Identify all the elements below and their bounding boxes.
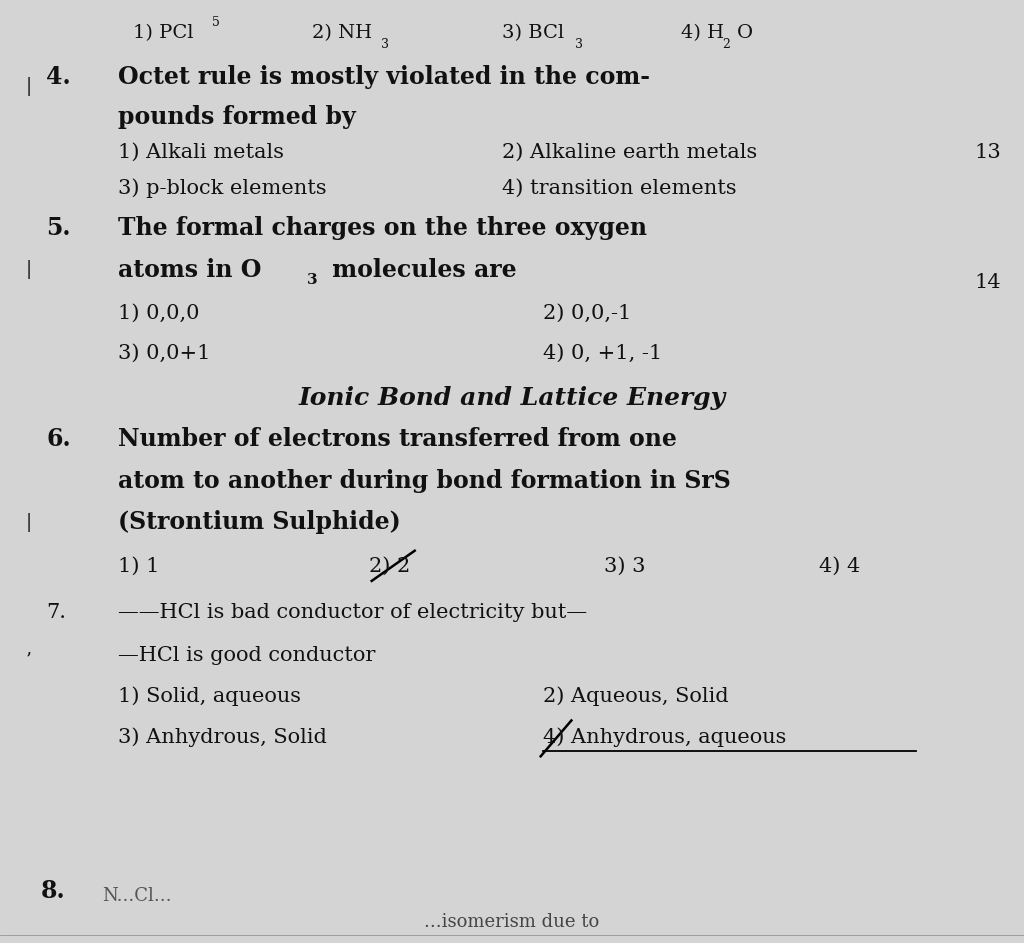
Text: Ionic Bond and Lattice Energy: Ionic Bond and Lattice Energy bbox=[298, 386, 726, 410]
Text: 1) Alkali metals: 1) Alkali metals bbox=[118, 143, 284, 162]
Text: molecules are: molecules are bbox=[324, 257, 516, 282]
Text: 4) 4: 4) 4 bbox=[819, 556, 860, 575]
Text: 3: 3 bbox=[307, 273, 317, 287]
Text: 3) Anhydrous, Solid: 3) Anhydrous, Solid bbox=[118, 728, 327, 747]
Text: 2) Alkaline earth metals: 2) Alkaline earth metals bbox=[502, 143, 757, 162]
Text: 3: 3 bbox=[575, 38, 584, 51]
Text: 4) 0, +1, -1: 4) 0, +1, -1 bbox=[543, 344, 662, 363]
Text: 2) NH: 2) NH bbox=[312, 24, 373, 42]
Text: ...isomerism due to: ...isomerism due to bbox=[424, 913, 600, 932]
Text: 4) H: 4) H bbox=[681, 24, 724, 42]
Text: 4) Anhydrous, aqueous: 4) Anhydrous, aqueous bbox=[543, 728, 786, 747]
Text: 13: 13 bbox=[975, 143, 1001, 162]
Text: atom to another during bond formation in SrS: atom to another during bond formation in… bbox=[118, 469, 730, 493]
Text: 8.: 8. bbox=[41, 879, 66, 903]
Text: (Strontium Sulphide): (Strontium Sulphide) bbox=[118, 510, 400, 535]
Text: 4) transition elements: 4) transition elements bbox=[502, 179, 736, 198]
Text: O: O bbox=[737, 24, 754, 42]
Text: ’: ’ bbox=[26, 651, 32, 670]
Text: 2) 0,0,-1: 2) 0,0,-1 bbox=[543, 304, 631, 323]
Text: 1) PCl: 1) PCl bbox=[133, 24, 194, 42]
Text: 3: 3 bbox=[381, 38, 389, 51]
Text: |: | bbox=[26, 513, 32, 532]
Text: 6.: 6. bbox=[46, 427, 71, 452]
Text: 1) Solid, aqueous: 1) Solid, aqueous bbox=[118, 687, 301, 705]
Text: pounds formed by: pounds formed by bbox=[118, 105, 355, 129]
Text: Octet rule is mostly violated in the com-: Octet rule is mostly violated in the com… bbox=[118, 65, 650, 90]
Text: 3) 3: 3) 3 bbox=[604, 556, 646, 575]
Text: 1) 1: 1) 1 bbox=[118, 556, 160, 575]
Text: 5.: 5. bbox=[46, 216, 71, 240]
Text: 2) Aqueous, Solid: 2) Aqueous, Solid bbox=[543, 687, 728, 705]
Text: 7.: 7. bbox=[46, 604, 67, 622]
Text: 3) BCl: 3) BCl bbox=[502, 24, 564, 42]
Text: 4.: 4. bbox=[46, 65, 71, 90]
Text: 3) p-block elements: 3) p-block elements bbox=[118, 179, 327, 198]
Text: 5: 5 bbox=[212, 16, 220, 29]
Text: atoms in O: atoms in O bbox=[118, 257, 261, 282]
Text: N...Cl...: N...Cl... bbox=[102, 886, 172, 905]
Text: ——HCl is bad conductor of electricity but—: ——HCl is bad conductor of electricity bu… bbox=[118, 604, 587, 622]
Text: Number of electrons transferred from one: Number of electrons transferred from one bbox=[118, 427, 677, 452]
Text: 1) 0,0,0: 1) 0,0,0 bbox=[118, 304, 200, 323]
Text: 2) 2: 2) 2 bbox=[369, 556, 410, 575]
Text: |: | bbox=[26, 260, 32, 279]
Text: 2: 2 bbox=[722, 38, 730, 51]
Text: |: | bbox=[26, 77, 32, 96]
Text: The formal charges on the three oxygen: The formal charges on the three oxygen bbox=[118, 216, 647, 240]
Text: 14: 14 bbox=[975, 273, 1001, 292]
Text: —HCl is good conductor: —HCl is good conductor bbox=[118, 646, 375, 665]
Text: 3) 0,0+1: 3) 0,0+1 bbox=[118, 344, 210, 363]
